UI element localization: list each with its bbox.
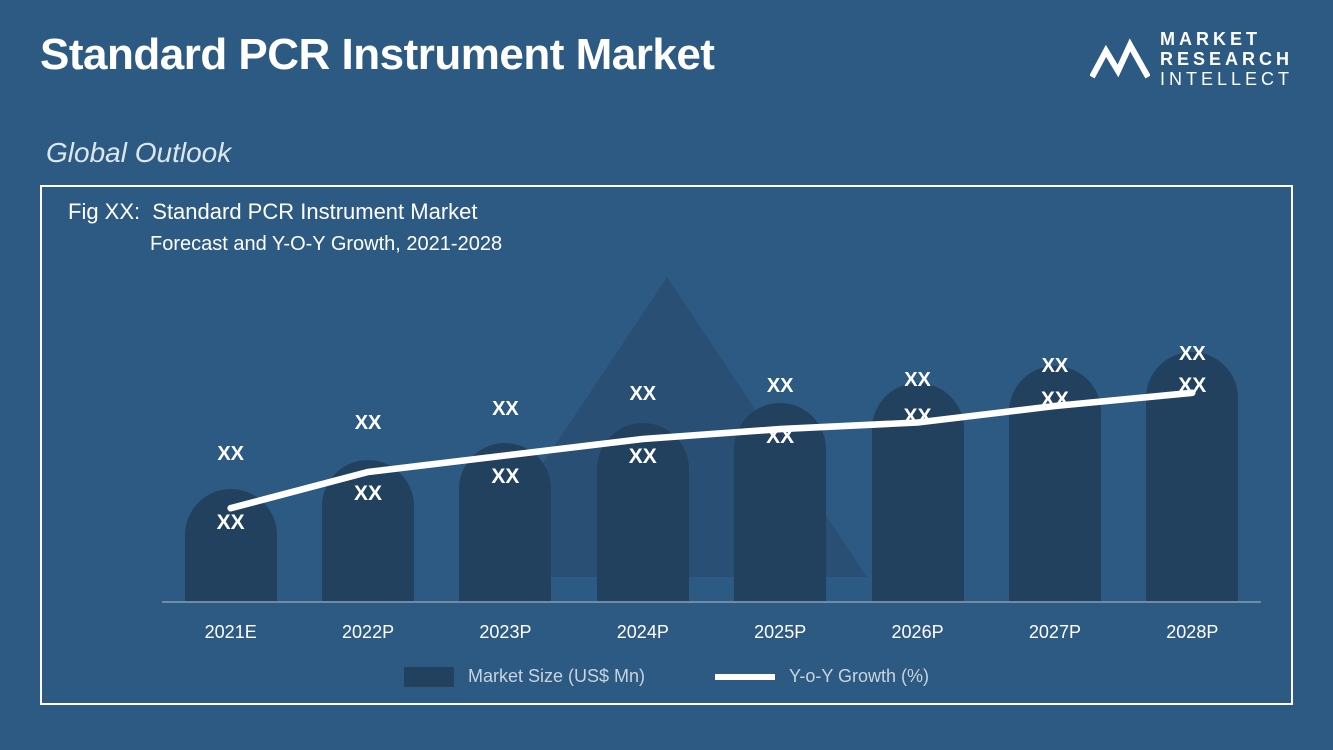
bar: XX	[185, 489, 277, 603]
line-point-label: XX	[629, 383, 656, 406]
x-axis-label: 2027P	[986, 622, 1123, 643]
bar-value-label: XX	[1178, 374, 1206, 398]
brand-logo: MARKET RESEARCH INTELLECT	[1090, 30, 1293, 89]
bar: XX	[459, 443, 551, 603]
bar-value-label: XX	[491, 465, 519, 489]
bar: XX	[597, 423, 689, 603]
page-subtitle: Global Outlook	[46, 137, 1293, 169]
bar-slot: XX XX	[162, 317, 299, 603]
legend-label-line: Y-o-Y Growth (%)	[789, 666, 929, 687]
figure-prefix: Fig XX:	[68, 199, 140, 224]
bar-value-label: XX	[766, 425, 794, 449]
chart-container: Fig XX: Standard PCR Instrument Market F…	[40, 185, 1293, 705]
line-point-label: XX	[1179, 343, 1206, 366]
legend-item-line: Y-o-Y Growth (%)	[715, 666, 929, 687]
bar-value-label: XX	[904, 405, 932, 429]
x-axis-label: 2024P	[574, 622, 711, 643]
bar: XX	[734, 403, 826, 603]
legend-swatch-line	[715, 674, 775, 680]
legend-swatch-bar	[404, 667, 454, 687]
line-point-label: XX	[767, 375, 794, 398]
line-point-label: XX	[492, 398, 519, 421]
figure-title: Standard PCR Instrument Market	[152, 199, 477, 224]
legend-item-bar: Market Size (US$ Mn)	[404, 666, 645, 687]
page-root: Standard PCR Instrument Market MARKET RE…	[0, 0, 1333, 750]
bar-value-label: XX	[1041, 388, 1069, 412]
x-axis-labels: 2021E2022P2023P2024P2025P2026P2027P2028P	[162, 622, 1261, 643]
header-row: Standard PCR Instrument Market MARKET RE…	[40, 30, 1293, 89]
bar-slot: XX XX	[1124, 317, 1261, 603]
figure-caption-line2: Forecast and Y-O-Y Growth, 2021-2028	[150, 233, 1271, 256]
page-title: Standard PCR Instrument Market	[40, 30, 714, 80]
bars-row: XX XX XX XX XX XX XX XX XX XX XX XX XX XX XX XX	[162, 317, 1261, 603]
line-point-label: XX	[1042, 355, 1069, 378]
x-axis-label: 2022P	[299, 622, 436, 643]
bar-value-label: XX	[629, 445, 657, 469]
legend-label-bar: Market Size (US$ Mn)	[468, 666, 645, 687]
bar-slot: XX XX	[437, 317, 574, 603]
legend: Market Size (US$ Mn) Y-o-Y Growth (%)	[42, 666, 1291, 687]
brand-logo-icon	[1090, 37, 1150, 83]
brand-line1: MARKET	[1160, 30, 1293, 50]
line-point-label: XX	[904, 369, 931, 392]
bar: XX	[1146, 352, 1238, 604]
x-axis-label: 2021E	[162, 622, 299, 643]
plot-area: XX XX XX XX XX XX XX XX XX XX XX XX XX XX XX XX	[162, 317, 1261, 603]
line-point-label: XX	[355, 412, 382, 435]
bar-slot: XX XX	[299, 317, 436, 603]
x-axis-label: 2028P	[1124, 622, 1261, 643]
bar: XX	[322, 460, 414, 603]
figure-caption-line1: Fig XX: Standard PCR Instrument Market	[68, 199, 1271, 225]
bar-slot: XX XX	[986, 317, 1123, 603]
bar-value-label: XX	[217, 511, 245, 535]
x-axis-label: 2023P	[437, 622, 574, 643]
bar-slot: XX XX	[574, 317, 711, 603]
bar-value-label: XX	[354, 482, 382, 506]
x-axis-baseline	[162, 601, 1261, 603]
x-axis-label: 2026P	[849, 622, 986, 643]
brand-line3: INTELLECT	[1160, 70, 1293, 90]
x-axis-label: 2025P	[712, 622, 849, 643]
brand-line2: RESEARCH	[1160, 50, 1293, 70]
bar-slot: XX XX	[849, 317, 986, 603]
bar: XX	[1009, 366, 1101, 603]
bar-slot: XX XX	[712, 317, 849, 603]
bar: XX	[872, 383, 964, 603]
line-point-label: XX	[217, 443, 244, 466]
brand-logo-text: MARKET RESEARCH INTELLECT	[1160, 30, 1293, 89]
